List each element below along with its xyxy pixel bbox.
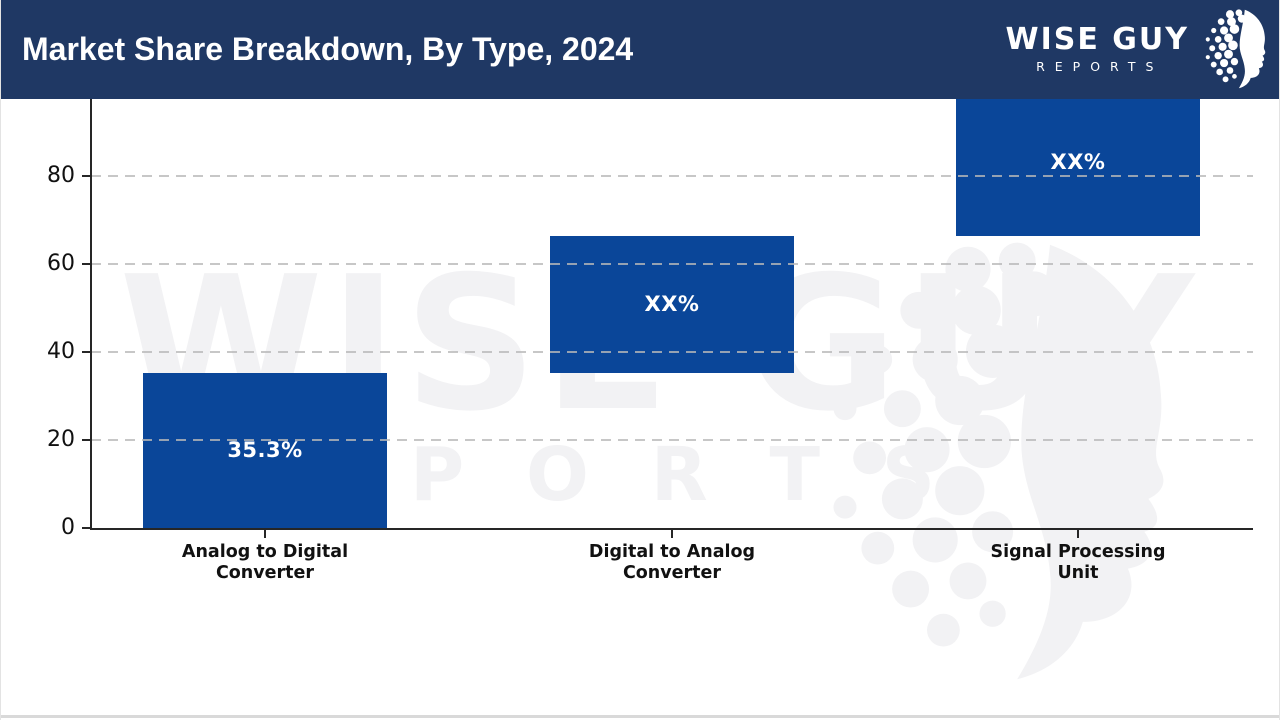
y-tick-mark [82, 175, 90, 177]
x-axis-spine [90, 528, 1253, 530]
bar-value-label: 35.3% [227, 438, 303, 463]
y-tick-label: 60 [47, 251, 75, 276]
y-tick-mark [82, 351, 90, 353]
bar-segment: XX% [956, 88, 1200, 237]
face-logo-icon [1205, 9, 1266, 89]
gridline-y80 [91, 175, 1253, 177]
x-category-label: Signal Processing Unit [990, 542, 1166, 583]
gridline-y20 [91, 439, 1253, 441]
y-tick-label: 0 [61, 515, 75, 540]
chart-title: Market Share Breakdown, By Type, 2024 [22, 31, 634, 67]
x-tick-mark [264, 530, 266, 538]
watermark-face-icon [833, 242, 1164, 680]
x-category-label: Analog to Digital Converter [181, 542, 349, 583]
y-tick-mark [82, 439, 90, 441]
y-axis-spine [90, 61, 92, 529]
gridline-y40 [91, 351, 1253, 353]
y-tick-mark [82, 527, 90, 529]
x-tick-mark [671, 530, 673, 538]
bar-segment: XX% [550, 236, 794, 373]
header-bar: Market Share Breakdown, By Type, 2024 WI… [1, 0, 1279, 99]
bottom-strip [1, 715, 1279, 718]
brand-subname: REPORTS [1036, 58, 1164, 74]
bar-value-label: XX% [1050, 150, 1106, 175]
gridline-y60 [91, 263, 1253, 265]
x-tick-mark [1077, 530, 1079, 538]
y-tick-label: 20 [47, 427, 75, 452]
brand-logo: WISE GUY REPORTS [1005, 8, 1267, 90]
bar-segment: 35.3% [143, 372, 387, 528]
y-tick-mark [82, 263, 90, 265]
brand-name: WISE GUY [1005, 22, 1189, 58]
y-tick-label: 40 [47, 339, 75, 364]
brand-logo-text: WISE GUY REPORTS [1005, 24, 1189, 74]
bar-value-label: XX% [644, 292, 700, 317]
y-tick-label: 80 [47, 163, 75, 188]
x-category-label: Digital to Analog Converter [588, 542, 756, 583]
